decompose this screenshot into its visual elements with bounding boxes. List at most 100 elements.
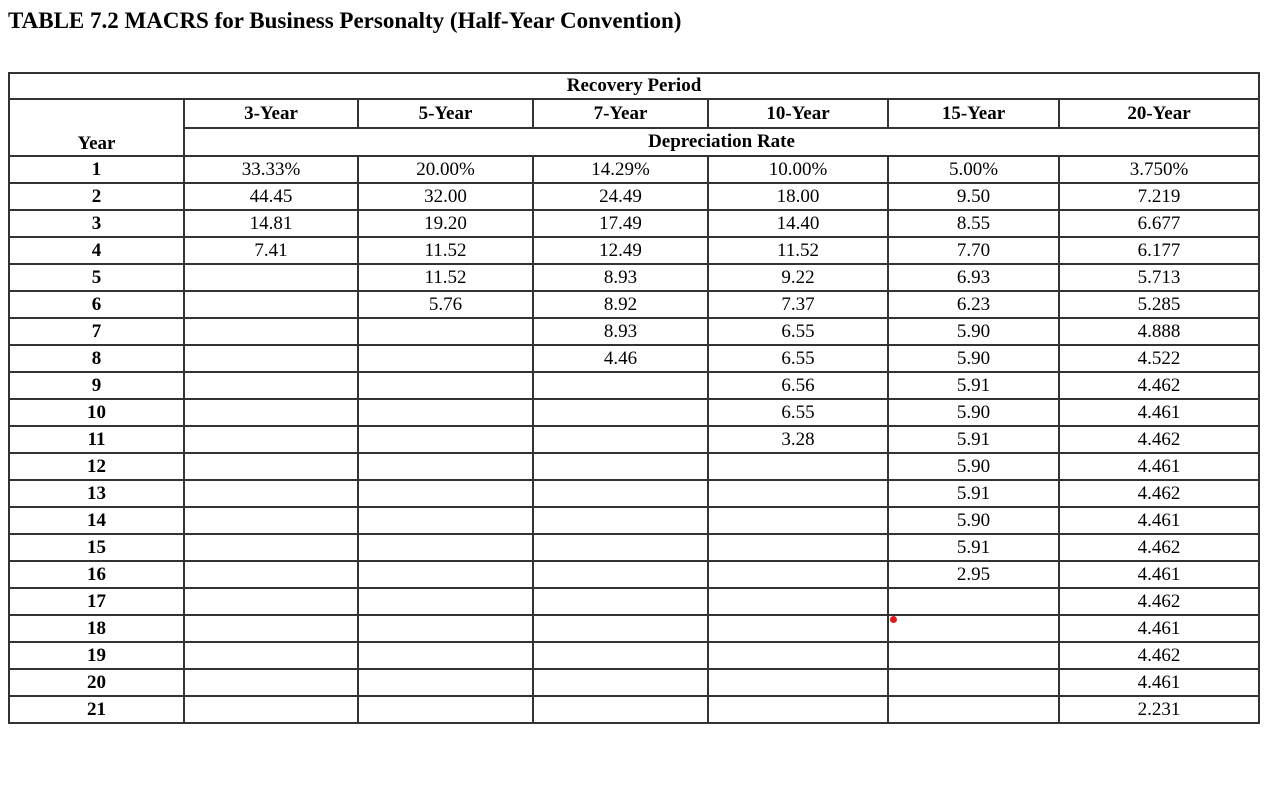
rate-cell: 7.219 [1057, 182, 1261, 211]
year-cell: 15 [8, 533, 185, 562]
rate-cell: 8.93 [532, 317, 709, 346]
rate-cell [357, 344, 534, 373]
rate-cell [357, 587, 534, 616]
rate-cell [357, 371, 534, 400]
rate-cell: 5.00% [887, 155, 1060, 184]
rate-cell: 6.93 [887, 263, 1060, 292]
year-cell: 21 [8, 695, 185, 724]
depreciation-rate-row: Depreciation Rate [9, 127, 1261, 157]
rate-cell [887, 587, 1060, 616]
column-header-row: Year 3-Year 5-Year 7-Year 10-Year 15-Yea… [8, 98, 1261, 157]
rate-cell [357, 506, 534, 535]
column-header-20-year: 20-Year [1057, 98, 1261, 129]
rate-cell [183, 695, 359, 724]
rate-cell: 4.461 [1057, 668, 1261, 697]
rate-cell: 4.461 [1057, 452, 1261, 481]
rate-cell [183, 263, 359, 292]
rate-cell: 24.49 [532, 182, 709, 211]
year-cell: 6 [8, 290, 185, 319]
rate-cell [183, 425, 359, 454]
table-row: 19 4.462 [8, 641, 1261, 670]
rate-cell [532, 452, 709, 481]
rate-cell: 4.462 [1057, 641, 1261, 670]
rate-cell [532, 587, 709, 616]
table-row: 18 4.461 [8, 614, 1261, 643]
year-cell: 5 [8, 263, 185, 292]
rate-cell: 4.461 [1057, 614, 1261, 643]
table-row: 15 5.91 4.462 [8, 533, 1261, 562]
year-cell: 7 [8, 317, 185, 346]
rate-cell: 6.56 [707, 371, 889, 400]
rate-cell: 4.462 [1057, 587, 1261, 616]
rate-cell [707, 695, 889, 724]
rate-cell [357, 398, 534, 427]
rate-cell: 5.76 [357, 290, 534, 319]
rate-cell [183, 614, 359, 643]
rate-cell: 5.285 [1057, 290, 1261, 319]
table-row: 1 33.33% 20.00% 14.29% 10.00% 5.00% 3.750% [8, 155, 1261, 184]
rate-cell: 4.888 [1057, 317, 1261, 346]
rate-cell [357, 317, 534, 346]
year-column-header: Year [8, 98, 185, 157]
rate-cell [183, 587, 359, 616]
table-header: Recovery Period Year 3-Year 5-Year 7-Yea… [7, 72, 1261, 157]
rate-cell: 11.52 [357, 236, 534, 265]
rate-cell [532, 425, 709, 454]
rate-cell [183, 641, 359, 670]
rate-cell: 20.00% [357, 155, 534, 184]
rate-cell [532, 533, 709, 562]
rate-cell [707, 587, 889, 616]
table-row: 7 8.93 6.55 5.90 4.888 [8, 317, 1261, 346]
rate-cell: 5.90 [887, 317, 1060, 346]
rate-cell [707, 668, 889, 697]
rate-cell: 5.90 [887, 344, 1060, 373]
table-row: 2 44.45 32.00 24.49 18.00 9.50 7.219 [8, 182, 1261, 211]
year-cell: 3 [8, 209, 185, 238]
recovery-period-header: Recovery Period [7, 72, 1261, 100]
year-cell: 9 [8, 371, 185, 400]
table-row: 17 4.462 [8, 587, 1261, 616]
rate-cell: 4.462 [1057, 533, 1261, 562]
year-cell: 10 [8, 398, 185, 427]
year-cell: 14 [8, 506, 185, 535]
table-row: 16 2.95 4.461 [8, 560, 1261, 589]
rate-cell [532, 668, 709, 697]
column-header-3-year: 3-Year [183, 98, 359, 129]
year-cell: 18 [8, 614, 185, 643]
rate-cell: 4.461 [1057, 506, 1261, 535]
rate-cell: 14.40 [707, 209, 889, 238]
table-title: TABLE 7.2 MACRS for Business Personalty … [8, 8, 682, 33]
rate-cell [357, 695, 534, 724]
table-row: 3 14.81 19.20 17.49 14.40 8.55 6.677 [8, 209, 1261, 238]
rate-cell: 6.177 [1057, 236, 1261, 265]
table-row: 13 5.91 4.462 [8, 479, 1261, 508]
recovery-period-row: Recovery Period [7, 72, 1261, 100]
year-cell: 12 [8, 452, 185, 481]
rate-cell [707, 560, 889, 589]
rate-cell: 8.55 [887, 209, 1060, 238]
table-body: 1 33.33% 20.00% 14.29% 10.00% 5.00% 3.750% 2 44.… [8, 155, 1261, 724]
rate-cell [707, 506, 889, 535]
rate-cell: 9.22 [707, 263, 889, 292]
rate-cell: 7.70 [887, 236, 1060, 265]
rate-cell [357, 479, 534, 508]
rate-cell: 10.00% [707, 155, 889, 184]
rate-cell: 8.93 [532, 263, 709, 292]
rate-cell [707, 533, 889, 562]
rate-cell: 18.00 [707, 182, 889, 211]
rate-cell: 33.33% [183, 155, 359, 184]
table-row: 10 6.55 5.90 4.461 [8, 398, 1261, 427]
rate-cell: 5.90 [887, 452, 1060, 481]
year-cell: 17 [8, 587, 185, 616]
rate-cell: 5.91 [887, 479, 1060, 508]
rate-cell [707, 641, 889, 670]
table-row: 11 3.28 5.91 4.462 [8, 425, 1261, 454]
rate-cell [183, 317, 359, 346]
rate-cell: 44.45 [183, 182, 359, 211]
rate-cell [183, 560, 359, 589]
rate-cell [532, 398, 709, 427]
rate-cell [707, 452, 889, 481]
column-header-10-year: 10-Year [707, 98, 889, 129]
rate-cell: 4.46 [532, 344, 709, 373]
rate-cell: 14.81 [183, 209, 359, 238]
